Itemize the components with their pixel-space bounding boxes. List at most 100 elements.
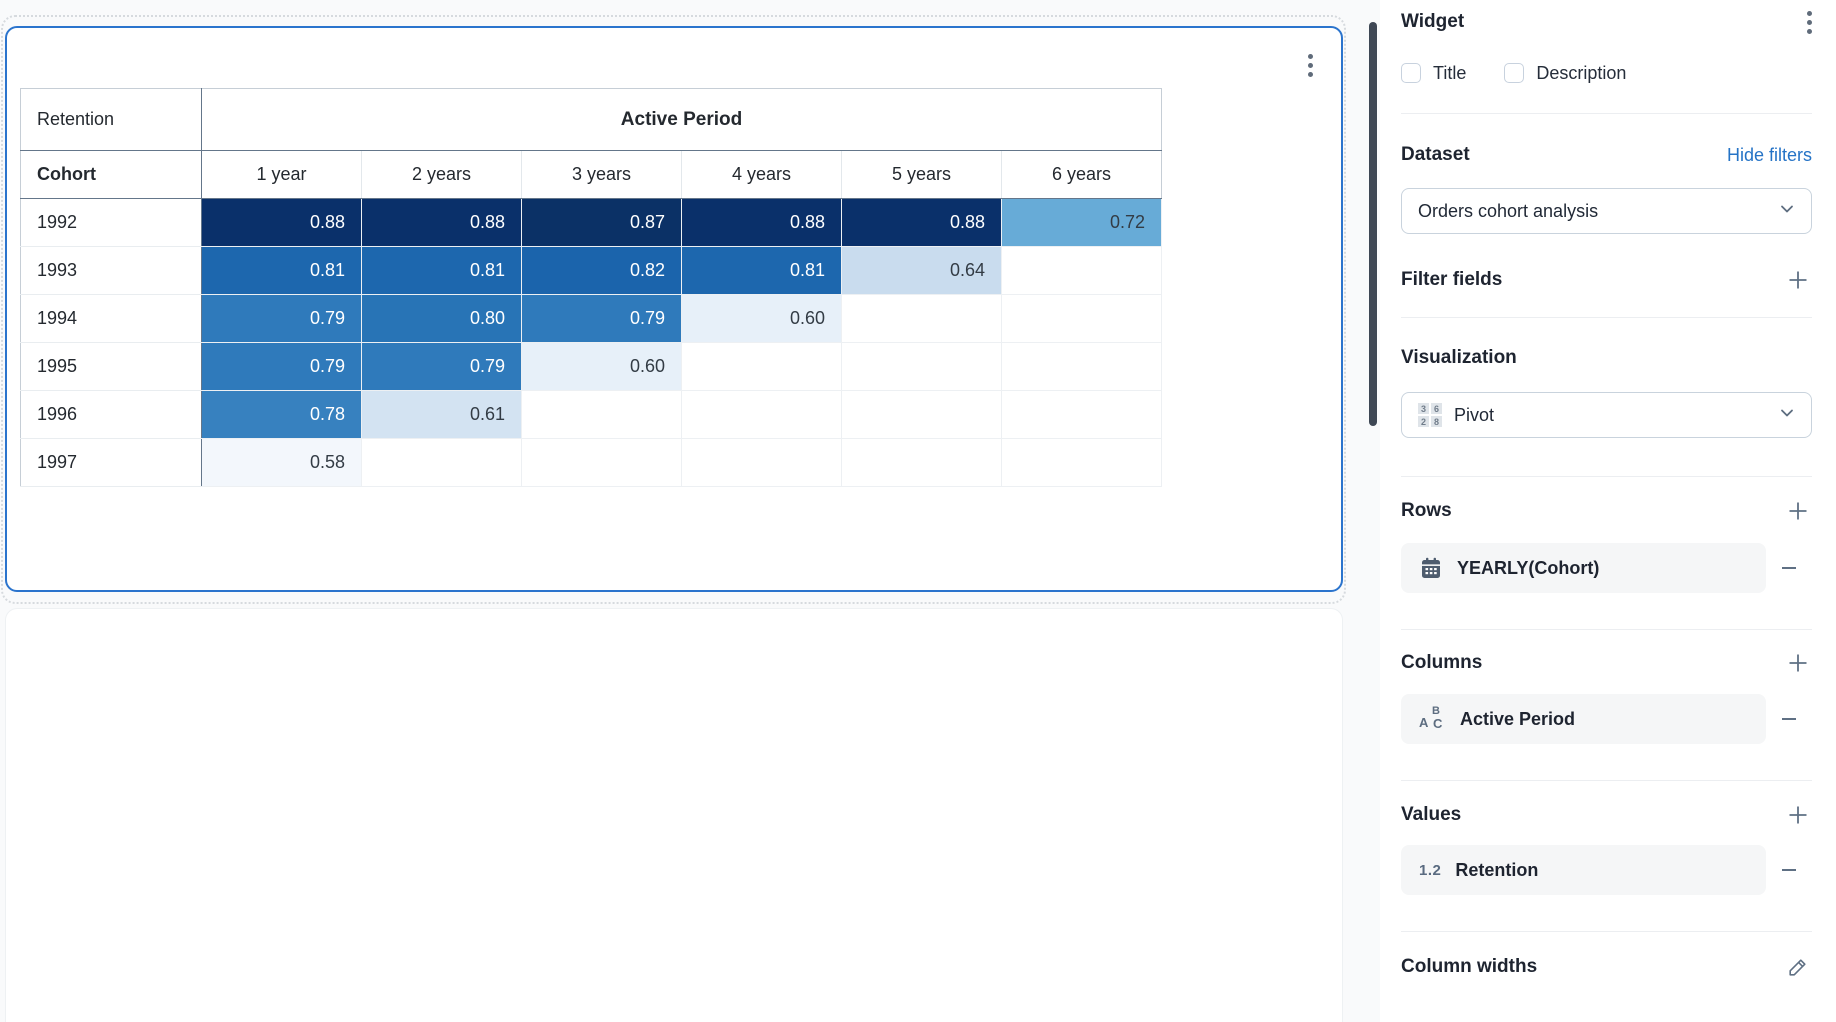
pivot-cell[interactable]: 0.61 [361,390,522,439]
pivot-cell[interactable] [681,342,842,391]
checkbox-description[interactable]: Description [1504,63,1626,84]
pivot-cell[interactable]: 0.79 [361,342,522,391]
dataset-select[interactable]: Orders cohort analysis [1401,188,1812,234]
checkbox-label: Title [1433,62,1467,83]
widget-settings-sidebar: Widget Title Description Dataset Hide fil… [1380,0,1836,1022]
pivot-cell[interactable] [521,438,682,487]
hide-filters-link[interactable]: Hide filters [1726,144,1812,165]
pivot-cell[interactable]: 0.81 [681,246,842,295]
scrollbar-thumb[interactable] [1369,22,1377,426]
pivot-cell[interactable]: 0.72 [1001,198,1162,247]
pivot-row: 1995 0.79 0.79 0.60 [20,342,1162,391]
period-column-header: 1 year [201,150,362,199]
widget-menu-icon[interactable] [1304,50,1317,81]
pivot-cell[interactable]: 0.80 [361,294,522,343]
minus-icon [1782,567,1796,569]
pivot-cell[interactable]: 0.60 [681,294,842,343]
minus-icon [1782,718,1796,720]
minus-icon [1782,869,1796,871]
period-column-header: 5 years [841,150,1002,199]
visualization-heading: Visualization [1401,347,1517,368]
pivot-cell[interactable]: 0.88 [201,198,362,247]
field-pill[interactable]: YEARLY(Cohort) [1401,543,1766,593]
pivot-cell[interactable] [1001,390,1162,439]
pivot-cell[interactable]: 0.82 [521,246,682,295]
pivot-row: 1993 0.81 0.81 0.82 0.81 0.64 [20,246,1162,295]
dataset-heading: Dataset [1401,144,1470,165]
pivot-cell[interactable]: 0.81 [361,246,522,295]
pivot-cell[interactable]: 0.88 [841,198,1002,247]
pivot-cell[interactable]: 0.78 [201,390,362,439]
pivot-cell[interactable] [1001,438,1162,487]
pivot-cell[interactable]: 0.60 [521,342,682,391]
field-pill-label: Retention [1455,859,1539,880]
checkbox-box-icon[interactable] [1504,63,1525,83]
field-pill[interactable]: A B C Active Period [1401,694,1766,744]
adjacent-widget-card[interactable] [5,608,1343,1022]
cohort-label: 1997 [20,438,202,487]
field-pill[interactable]: 1.2 Retention [1401,845,1766,895]
checkbox-box-icon[interactable] [1401,63,1421,83]
pivot-cell[interactable] [1001,342,1162,391]
period-column-header: 2 years [361,150,522,199]
dashboard-canvas: Retention Active Period Cohort 1 year 2 y… [1,15,1377,1022]
add-column-field-button[interactable] [1784,640,1812,686]
grid-cell-outline [1,15,1346,604]
pivot-cell[interactable] [361,438,522,487]
period-column-header: 6 years [1001,150,1162,199]
pivot-cell[interactable] [681,390,842,439]
remove-field-button[interactable] [1766,545,1812,591]
pivot-cell[interactable]: 0.79 [201,294,362,343]
pivot-cell[interactable] [841,294,1002,343]
sidebar-title: Widget [1401,11,1465,32]
pivot-cell[interactable]: 0.81 [201,246,362,295]
remove-field-button[interactable] [1766,847,1812,893]
row-dimension-label: Cohort [20,150,202,199]
divider [1401,476,1812,477]
pivot-cell[interactable] [841,438,1002,487]
checkbox-label: Description [1536,62,1627,83]
pivot-cell[interactable] [681,438,842,487]
values-field-list: 1.2 Retention [1401,845,1812,895]
pivot-cell[interactable] [841,390,1002,439]
pivot-widget-card[interactable]: Retention Active Period Cohort 1 year 2 y… [5,26,1343,592]
visualization-selected-value: Pivot [1454,404,1495,425]
pivot-cell[interactable] [841,342,1002,391]
add-value-field-button[interactable] [1784,792,1812,838]
checkbox-title[interactable]: Title [1401,63,1466,84]
field-pill-label: Active Period [1460,708,1576,729]
pivot-cell[interactable]: 0.88 [361,198,522,247]
pivot-cell[interactable] [521,390,682,439]
divider [1401,931,1812,932]
divider [1401,780,1812,781]
cohort-label: 1994 [20,294,202,343]
field-pill-label: YEARLY(Cohort) [1457,557,1600,578]
period-column-header: 3 years [521,150,682,199]
edit-column-widths-button[interactable] [1784,944,1812,990]
field-row: A B C Active Period [1401,694,1812,744]
pivot-cell[interactable]: 0.79 [201,342,362,391]
dataset-selected-value: Orders cohort analysis [1418,200,1599,221]
pivot-cell[interactable]: 0.79 [521,294,682,343]
sidebar-menu-icon[interactable] [1807,10,1812,34]
cohort-label: 1993 [20,246,202,295]
field-row: 1.2 Retention [1401,845,1812,895]
column-group-label: Active Period [201,88,1162,151]
pivot-cell[interactable]: 0.88 [681,198,842,247]
rows-heading: Rows [1401,500,1452,521]
pivot-cell[interactable]: 0.87 [521,198,682,247]
calendar-icon [1422,557,1440,578]
pivot-cell[interactable] [1001,294,1162,343]
add-filter-field-button[interactable] [1784,257,1812,303]
add-row-field-button[interactable] [1784,488,1812,534]
pivot-cell[interactable] [1001,246,1162,295]
columns-heading: Columns [1401,652,1483,673]
pivot-row: 1992 0.88 0.88 0.87 0.88 0.88 0.72 [20,198,1162,247]
pivot-cell[interactable]: 0.58 [201,438,362,487]
pivot-cell[interactable]: 0.64 [841,246,1002,295]
columns-field-list: A B C Active Period [1401,694,1812,744]
remove-field-button[interactable] [1766,696,1812,742]
